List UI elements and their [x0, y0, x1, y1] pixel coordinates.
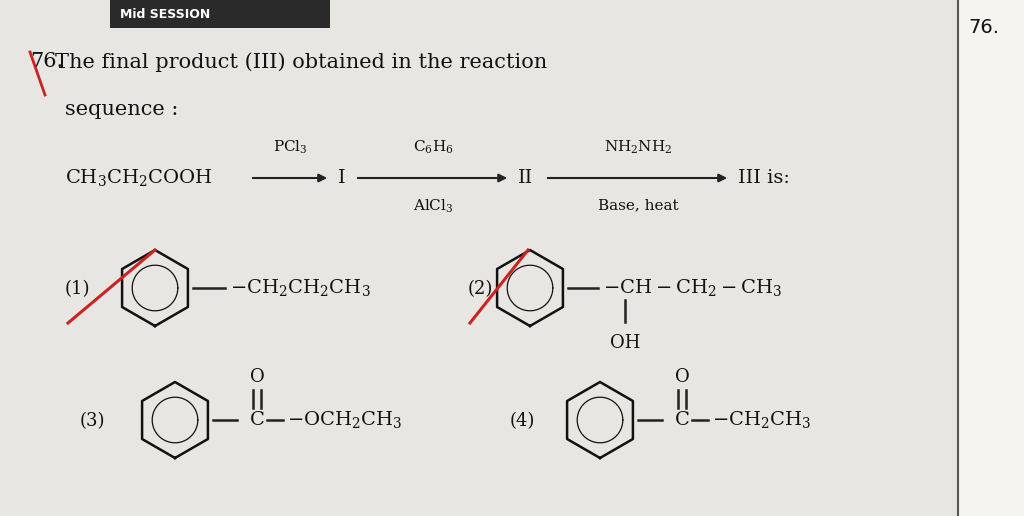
Text: C: C	[250, 411, 264, 429]
Text: III is:: III is:	[738, 169, 790, 187]
Text: Base, heat: Base, heat	[598, 198, 678, 212]
Text: 76.: 76.	[30, 52, 63, 71]
Text: (3): (3)	[80, 412, 105, 430]
Text: $\mathregular{-CH_2CH_3}$: $\mathregular{-CH_2CH_3}$	[712, 410, 811, 430]
Text: $\mathregular{AlCl_3}$: $\mathregular{AlCl_3}$	[413, 198, 454, 215]
Text: (4): (4)	[510, 412, 536, 430]
Text: O: O	[675, 368, 689, 386]
Text: $\mathregular{PCl_3}$: $\mathregular{PCl_3}$	[272, 139, 307, 156]
Text: $\mathregular{-CH_2CH_2CH_3}$: $\mathregular{-CH_2CH_2CH_3}$	[230, 278, 371, 298]
Text: $\mathregular{C_6H_6}$: $\mathregular{C_6H_6}$	[413, 139, 454, 156]
Text: C: C	[675, 411, 689, 429]
Text: I: I	[338, 169, 346, 187]
Text: $\mathregular{-OCH_2CH_3}$: $\mathregular{-OCH_2CH_3}$	[287, 410, 402, 430]
Text: $\mathregular{CH_3CH_2COOH}$: $\mathregular{CH_3CH_2COOH}$	[65, 168, 212, 188]
Text: (2): (2)	[468, 280, 494, 298]
Text: Mid SESSION: Mid SESSION	[120, 8, 210, 21]
Bar	[958, 0, 1024, 516]
Bar	[110, 0, 330, 28]
Text: 76.: 76.	[968, 18, 999, 37]
Text: $\mathregular{NH_2NH_2}$: $\mathregular{NH_2NH_2}$	[604, 139, 672, 156]
Text: O: O	[250, 368, 264, 386]
Text: (1): (1)	[65, 280, 90, 298]
Text: sequence :: sequence :	[65, 100, 178, 119]
Text: The final product (III) obtained in the reaction: The final product (III) obtained in the …	[55, 52, 547, 72]
Text: OH: OH	[610, 334, 640, 352]
Text: $\mathregular{-CH-CH_2-CH_3}$: $\mathregular{-CH-CH_2-CH_3}$	[603, 278, 782, 298]
Text: II: II	[518, 169, 534, 187]
